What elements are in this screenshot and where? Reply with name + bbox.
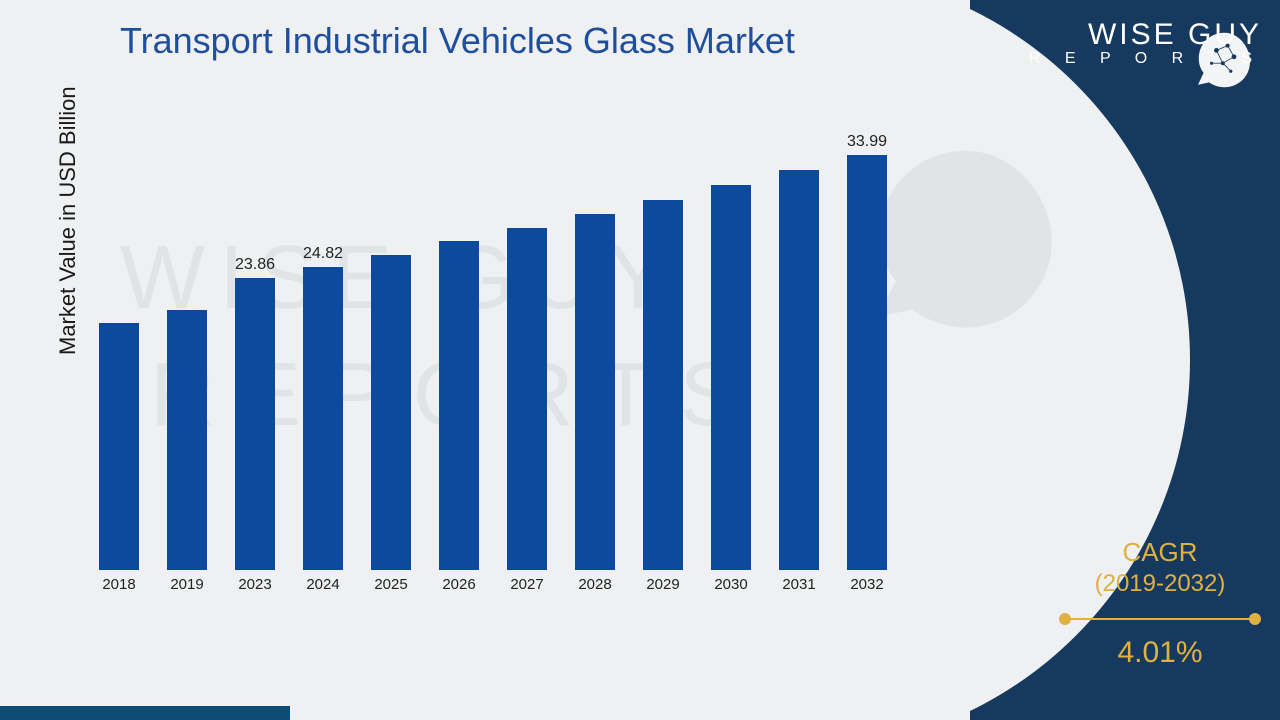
bar-value-label: 23.86 [235,256,275,274]
bar [575,214,615,570]
x-tick-label: 2026 [425,576,493,593]
cagr-divider [1065,618,1255,620]
bar-column [765,170,833,570]
x-tick-label: 2024 [289,576,357,593]
y-axis-label: Market Value in USD Billion [55,86,81,355]
bar-chart: 23.86 24.82 33.99 201820192023202420252026… [85,130,905,600]
bar [235,278,275,570]
bar-column [629,200,697,570]
bar [779,170,819,570]
x-tick-label: 2028 [561,576,629,593]
plot-area: 23.86 24.82 33.99 [85,130,905,570]
x-tick-label: 2029 [629,576,697,593]
bar [371,255,411,570]
x-tick-label: 2032 [833,576,901,593]
x-tick-label: 2018 [85,576,153,593]
bar-column [357,255,425,570]
x-axis: 2018201920232024202520262027202820292030… [85,570,905,600]
bar-column [153,310,221,570]
bar [99,323,139,570]
x-tick-label: 2019 [153,576,221,593]
x-tick-label: 2025 [357,576,425,593]
bar [167,310,207,570]
bar [439,241,479,570]
bar [507,228,547,570]
chart-title: Transport Industrial Vehicles Glass Mark… [120,20,795,61]
bar [847,155,887,570]
chart-canvas: WISE GUY REPORTS Transport Industrial Ve… [0,0,1280,720]
bottom-strip [0,706,290,720]
bar-column [493,228,561,570]
brand-head-icon [1178,28,1258,108]
bar-column: 24.82 [289,245,357,570]
bar-value-label: 24.82 [303,245,343,263]
bar-column: 33.99 [833,133,901,570]
cagr-label: CAGR [1040,537,1280,568]
bar-value-label: 33.99 [847,133,887,151]
brand-logo: WISE GUY R E P O R T S [1029,18,1262,68]
bar [643,200,683,570]
bar-column [425,241,493,570]
x-tick-label: 2031 [765,576,833,593]
bar-column [697,185,765,570]
bar [711,185,751,570]
bar-column [561,214,629,570]
bar-column [85,323,153,570]
cagr-block: CAGR (2019-2032) 4.01% [1040,537,1280,670]
cagr-range: (2019-2032) [1040,570,1280,598]
x-tick-label: 2027 [493,576,561,593]
bar [303,267,343,570]
x-tick-label: 2023 [221,576,289,593]
x-tick-label: 2030 [697,576,765,593]
bar-column: 23.86 [221,256,289,570]
cagr-value: 4.01% [1040,636,1280,670]
